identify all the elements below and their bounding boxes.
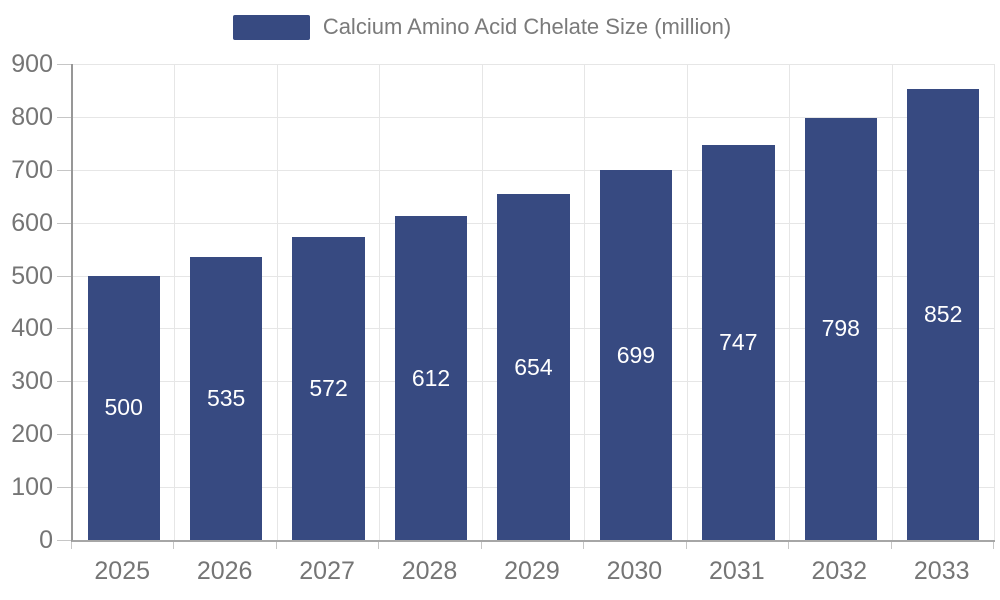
bar-value-2027: 572 [309, 375, 348, 402]
y-axis-label-600: 600 [11, 208, 53, 237]
x-axis-label-2027: 2027 [299, 557, 355, 585]
x-axis-label-2032: 2032 [811, 557, 868, 585]
category-column-2029: 654 [483, 64, 586, 540]
plot-columns: 500 535 572 612 654 699 747 798 852 [73, 64, 995, 540]
bar-value-2026: 535 [206, 385, 246, 412]
x-tick-0 [71, 542, 72, 549]
bar-2027[interactable]: 572 [292, 237, 365, 540]
category-column-2025: 500 [73, 64, 176, 540]
x-tick-6 [685, 542, 687, 549]
y-axis-labels: 0 100 200 300 400 500 600 700 800 900 [0, 50, 53, 554]
legend-label: Calcium Amino Acid Chelate Size (million… [322, 14, 732, 39]
y-tick-300 [57, 381, 71, 383]
x-tick-5 [583, 542, 585, 549]
legend-marker [232, 14, 310, 40]
y-axis-label-500: 500 [11, 261, 53, 290]
bar-2030[interactable]: 699 [599, 170, 673, 540]
y-tick-700 [57, 169, 71, 171]
x-tick-2 [275, 542, 277, 549]
x-axis-label-2031: 2031 [709, 557, 765, 585]
x-axis-label-2028: 2028 [401, 557, 458, 585]
y-axis-label-100: 100 [11, 473, 53, 502]
bar-2031[interactable]: 747 [702, 144, 775, 540]
gridline-y-700 [73, 169, 995, 171]
x-axis-label-2030: 2030 [606, 557, 663, 585]
x-tick-8 [890, 542, 892, 549]
bar-2033[interactable]: 852 [907, 89, 980, 540]
category-column-2032: 798 [790, 64, 893, 540]
x-axis-label-2029: 2029 [504, 557, 560, 585]
y-tick-600 [57, 222, 71, 224]
y-axis-label-700: 700 [11, 155, 53, 184]
x-tick-1 [173, 542, 175, 549]
y-axis-label-300: 300 [11, 367, 53, 396]
y-tick-500 [57, 275, 71, 277]
y-axis-label-0: 0 [39, 526, 53, 554]
x-tick-9 [993, 542, 994, 549]
y-axis-label-900: 900 [11, 50, 53, 78]
y-axis-label-400: 400 [11, 314, 53, 343]
x-axis-label-2033: 2033 [913, 557, 970, 585]
bar-value-2032: 798 [821, 315, 860, 342]
y-tick-0 [57, 540, 71, 541]
bar-value-2031: 747 [719, 328, 758, 355]
x-axis-label-2025: 2025 [94, 557, 151, 585]
gridline-y-900 [73, 64, 995, 65]
bar-value-2025: 500 [104, 394, 143, 421]
legend[interactable]: Calcium Amino Acid Chelate Size (million… [0, 14, 982, 40]
bar-2026[interactable]: 535 [189, 257, 263, 540]
category-column-2033: 852 [893, 64, 995, 540]
y-tick-200 [57, 434, 71, 436]
x-axis-label-2026: 2026 [196, 557, 253, 585]
y-tick-400 [57, 328, 71, 330]
y-axis-label-800: 800 [11, 102, 53, 131]
category-column-2030: 699 [585, 64, 688, 540]
bar-2028[interactable]: 612 [394, 216, 468, 540]
bar-value-2030: 699 [616, 341, 656, 368]
category-column-2027: 572 [278, 64, 381, 540]
plot-area: 500 535 572 612 654 699 747 798 852 [71, 64, 995, 542]
category-column-2028: 612 [380, 64, 483, 540]
y-tick-100 [57, 487, 71, 489]
y-axis-label-200: 200 [11, 420, 53, 449]
category-column-2031: 747 [688, 64, 791, 540]
bar-value-2028: 612 [411, 364, 451, 391]
x-tick-7 [788, 542, 790, 549]
bar-2029[interactable]: 654 [497, 194, 570, 540]
gridline-y-800 [73, 116, 995, 118]
bar-2025[interactable]: 500 [87, 275, 160, 540]
x-axis-labels: 2025 2026 2027 2028 2029 2030 2031 2032 2033 [71, 556, 993, 586]
bar-value-2029: 654 [514, 353, 553, 380]
category-column-2026: 535 [175, 64, 278, 540]
bar-2032[interactable]: 798 [804, 117, 877, 540]
y-tick-900 [57, 64, 71, 65]
x-tick-3 [378, 542, 380, 549]
bar-value-2033: 852 [924, 301, 963, 328]
x-tick-4 [480, 542, 482, 549]
y-tick-800 [57, 116, 71, 118]
